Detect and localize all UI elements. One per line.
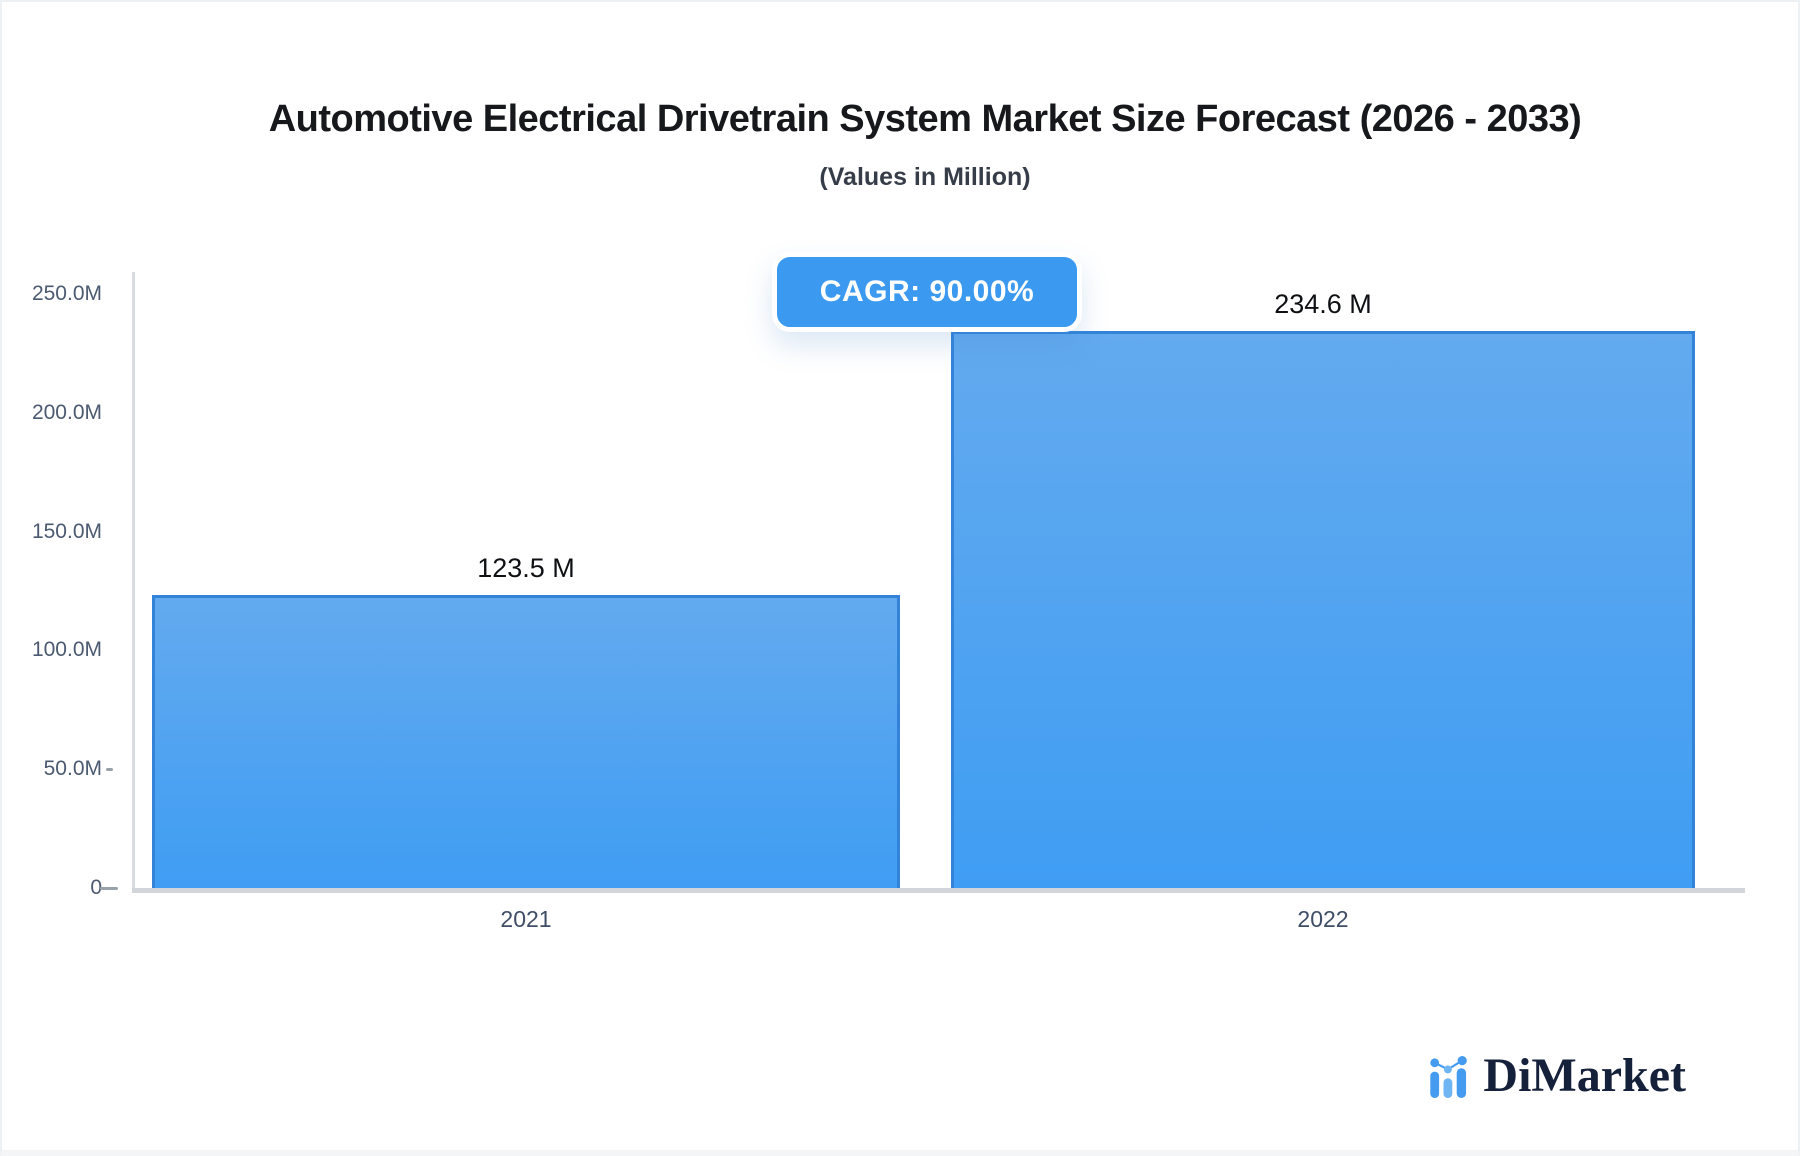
chart-header: Automotive Electrical Drivetrain System … bbox=[62, 2, 1788, 192]
x-axis-label-2022: 2022 bbox=[1297, 906, 1349, 932]
cagr-badge: CAGR: 90.00% bbox=[772, 252, 1082, 332]
chart-title: Automotive Electrical Drivetrain System … bbox=[268, 98, 1582, 140]
x-axis-label-2021: 2021 bbox=[500, 906, 552, 932]
y-tick-label: 100.0M bbox=[31, 638, 102, 662]
y-tick-label: 200.0M bbox=[31, 400, 102, 424]
x-axis-baseline bbox=[132, 888, 1745, 893]
bar-value-label: 123.5 M bbox=[477, 552, 575, 583]
y-tick-mark bbox=[100, 886, 118, 890]
bar-2022[interactable] bbox=[951, 330, 1695, 888]
bar-2021[interactable] bbox=[152, 594, 900, 888]
cagr-badge-label: CAGR: 90.00% bbox=[819, 275, 1035, 308]
bar-value-label: 234.6 M bbox=[1274, 288, 1372, 319]
y-axis-line bbox=[132, 272, 135, 893]
chart-subtitle: (Values in Million) bbox=[819, 163, 1031, 191]
brand-name: DiMarket bbox=[1483, 1049, 1686, 1102]
y-tick-label: 150.0M bbox=[31, 519, 102, 543]
dimarket-logo-icon bbox=[1430, 1055, 1468, 1098]
y-tick-label: 0 bbox=[90, 876, 102, 899]
y-tick-mark bbox=[106, 767, 113, 771]
y-tick-label: 250.0M bbox=[31, 282, 102, 305]
brand-watermark: DiMarket bbox=[1429, 1049, 1686, 1102]
y-tick-label: 50.0M bbox=[43, 757, 102, 781]
